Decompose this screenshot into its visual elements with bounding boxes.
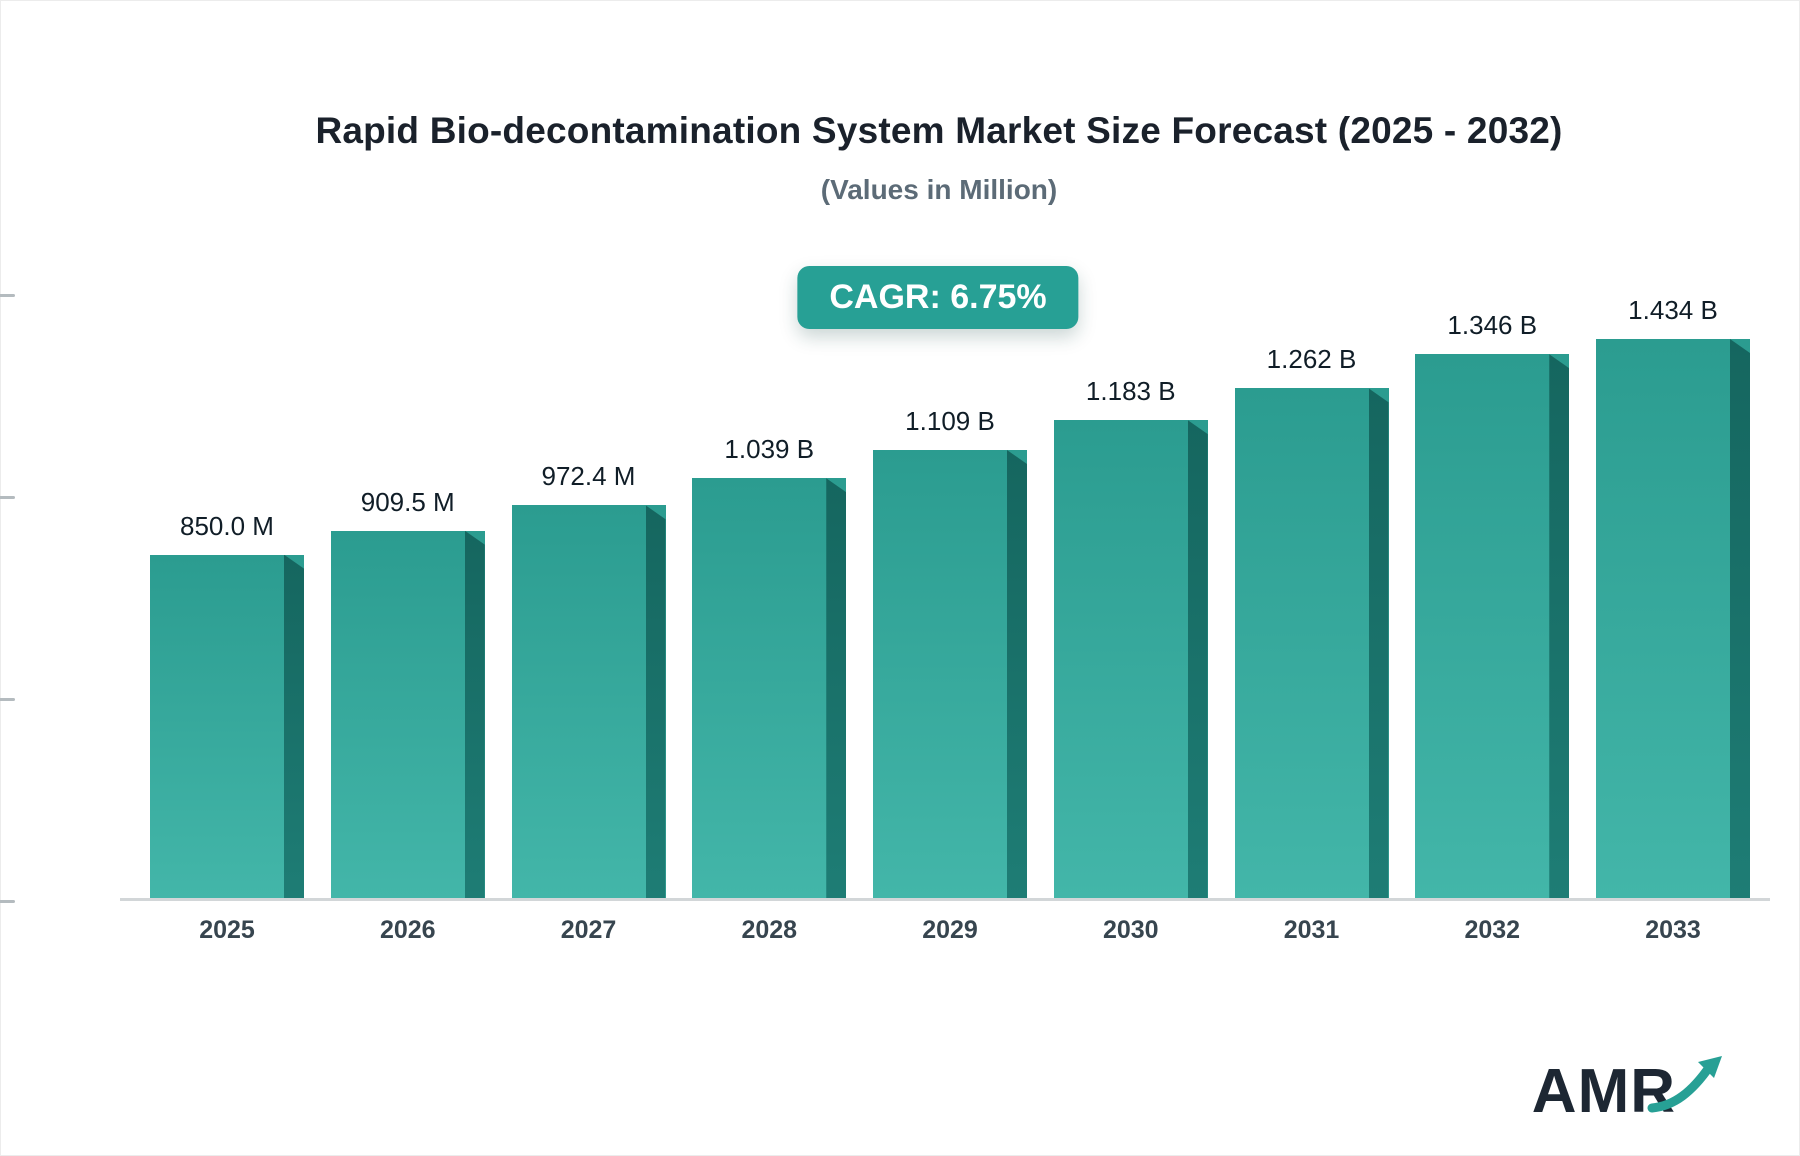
y-axis-tick-mark (0, 698, 15, 701)
x-axis-label: 2027 (560, 916, 617, 944)
x-axis-label: 2025 (199, 916, 255, 944)
x-axis-label: 2032 (1464, 916, 1521, 944)
cagr-badge-label: CAGR: 6.75% (829, 278, 1047, 316)
bar-value-label: 909.5 M (360, 486, 455, 517)
y-axis-tick-mark (0, 496, 15, 499)
bar-group: 1.262 B 2031 (1234, 295, 1389, 944)
bar-value-label: 1.039 B (724, 434, 815, 465)
bar-value-label: 1.434 B (1628, 295, 1718, 325)
bar (1234, 388, 1389, 898)
bar-value-label: 850.0 M (180, 510, 274, 541)
amr-logo-text: AMR (1531, 1057, 1676, 1126)
amr-logo-arrow-icon (1647, 1055, 1722, 1112)
bar (150, 554, 304, 898)
y-axis-tick-mark (0, 900, 15, 903)
bar-group: 1.434 B 2033 (1596, 295, 1750, 944)
bar-group: 850.0 M 2025 (150, 295, 304, 944)
x-axis-label: 2033 (1645, 916, 1701, 944)
bar-group: 1.346 B 2032 (1415, 295, 1570, 944)
x-axis-label: 2030 (1102, 916, 1159, 944)
bar (511, 505, 666, 898)
x-axis-label: 2031 (1283, 916, 1340, 944)
bar-group: 909.5 M 2026 (330, 295, 485, 944)
bar-group: 1.183 B 2030 (1053, 295, 1208, 944)
chart-title: Rapid Bio-decontamination System Market … (315, 110, 1563, 151)
x-axis-label: 2029 (922, 916, 978, 944)
bar-group: 1.109 B 2029 (873, 295, 1027, 944)
bar (1596, 339, 1750, 898)
chart-subtitle: (Values in Million) (820, 174, 1058, 205)
bar-value-label: 1.183 B (1085, 376, 1176, 407)
bar (873, 450, 1027, 898)
bar (330, 530, 485, 898)
bar-value-label: 972.4 M (541, 461, 636, 492)
x-axis-label: 2028 (741, 916, 798, 944)
amr-logo: AMR (1531, 1055, 1730, 1127)
bar-value-label: 1.262 B (1266, 344, 1357, 375)
x-axis-label: 2026 (379, 916, 436, 944)
bar-value-label: 1.109 B (905, 406, 995, 436)
bar (692, 478, 847, 898)
bar (1053, 420, 1208, 898)
bar-group: 972.4 M 2027 (511, 295, 666, 944)
bars-group: 850.0 M 2025 909.5 M 2026 972.4 M 2027 1.039 B… (150, 295, 1750, 944)
bar-group: 1.039 B 2028 (692, 295, 847, 944)
y-axis-tick-mark (0, 294, 15, 297)
cagr-badge: CAGR: 6.75% (797, 266, 1079, 329)
bar (1415, 354, 1570, 898)
bar-value-label: 1.346 B (1447, 310, 1538, 341)
